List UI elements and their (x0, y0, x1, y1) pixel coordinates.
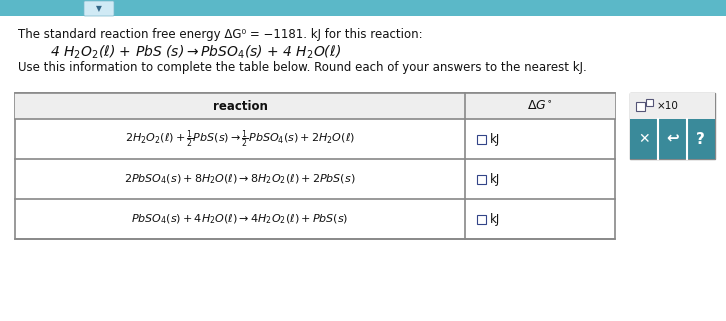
Text: ✕: ✕ (638, 132, 650, 146)
FancyBboxPatch shape (477, 214, 486, 223)
Text: kJ: kJ (490, 213, 500, 225)
Text: $2PbSO_4(s) + 8H_2O(\ell) \rightarrow 8H_2O_2(\ell) + 2PbS(s)$: $2PbSO_4(s) + 8H_2O(\ell) \rightarrow 8H… (124, 172, 356, 186)
FancyBboxPatch shape (0, 0, 726, 16)
FancyBboxPatch shape (84, 1, 114, 16)
FancyBboxPatch shape (646, 99, 653, 106)
Text: kJ: kJ (490, 172, 500, 186)
FancyBboxPatch shape (15, 93, 615, 239)
FancyBboxPatch shape (477, 134, 486, 143)
FancyBboxPatch shape (15, 93, 615, 119)
FancyBboxPatch shape (687, 119, 715, 159)
Text: ×10: ×10 (657, 101, 679, 111)
Text: $2H_2O_2(\ell) + \frac{1}{2}PbS(s) \rightarrow \frac{1}{2}PbSO_4(s) + 2H_2O(\ell: $2H_2O_2(\ell) + \frac{1}{2}PbS(s) \righ… (125, 128, 355, 150)
FancyBboxPatch shape (630, 93, 715, 119)
Text: 4 H$_2$O$_2$($\ell$) + PbS ($s$)$\rightarrow$PbSO$_4$($s$) + 4 H$_2$O($\ell$): 4 H$_2$O$_2$($\ell$) + PbS ($s$)$\righta… (50, 44, 341, 61)
FancyBboxPatch shape (477, 175, 486, 184)
FancyBboxPatch shape (636, 102, 645, 111)
Text: ?: ? (696, 132, 705, 146)
Text: kJ: kJ (490, 133, 500, 145)
Text: $\Delta G^{\circ}$: $\Delta G^{\circ}$ (527, 100, 552, 113)
Text: $PbSO_4(s) + 4H_2O(\ell) \rightarrow 4H_2O_2(\ell) + PbS(s)$: $PbSO_4(s) + 4H_2O(\ell) \rightarrow 4H_… (131, 212, 348, 226)
Text: ↩: ↩ (666, 132, 679, 146)
FancyBboxPatch shape (630, 119, 658, 159)
Text: ▼: ▼ (96, 4, 102, 13)
FancyBboxPatch shape (658, 119, 687, 159)
FancyBboxPatch shape (0, 11, 726, 321)
Text: Use this information to complete the table below. Round each of your answers to : Use this information to complete the tab… (18, 61, 587, 74)
Text: reaction: reaction (213, 100, 267, 112)
FancyBboxPatch shape (630, 93, 715, 159)
Text: The standard reaction free energy ΔG⁰ = −1181. kJ for this reaction:: The standard reaction free energy ΔG⁰ = … (18, 28, 423, 41)
